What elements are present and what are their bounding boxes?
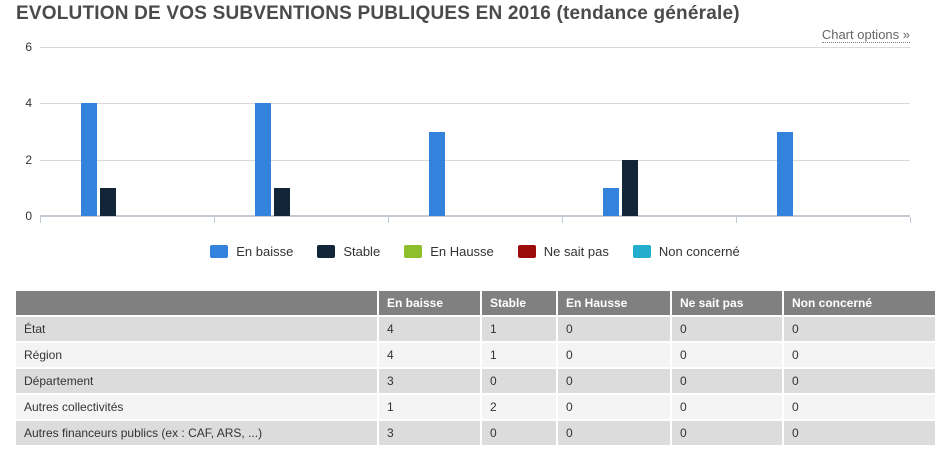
gridline [40, 47, 910, 48]
cell-value: 4 [379, 317, 480, 341]
cell-value: 1 [482, 317, 556, 341]
table-row-etat: État 4 1 0 0 0 [16, 317, 935, 341]
cell-value: 0 [482, 421, 556, 445]
cell-value: 0 [558, 343, 670, 367]
column-header-en-baisse: En baisse [379, 291, 480, 315]
bar-stable-etat [100, 188, 116, 216]
cell-value: 1 [379, 395, 480, 419]
legend-label: En Hausse [430, 244, 494, 259]
cell-value: 0 [558, 395, 670, 419]
table-row-region: Région 4 1 0 0 0 [16, 343, 935, 367]
y-axis-tick-label: 0 [25, 209, 32, 223]
bar-en-baisse-autres-financeurs-publics-ex-caf-ars [777, 132, 793, 216]
y-axis-tick-label: 6 [25, 40, 32, 54]
table-row-departement: Département 3 0 0 0 0 [16, 369, 935, 393]
row-label: Région [16, 343, 377, 367]
legend-swatch-ne-sait-pas [517, 245, 536, 258]
row-label: Autres collectivités [16, 395, 377, 419]
x-axis-line [40, 215, 910, 217]
column-header-non-concerne: Non concerné [784, 291, 935, 315]
cell-value: 2 [482, 395, 556, 419]
cell-value: 4 [379, 343, 480, 367]
cell-value: 0 [784, 421, 935, 445]
column-header-ne-sait-pas: Ne sait pas [672, 291, 782, 315]
cell-value: 1 [482, 343, 556, 367]
legend-swatch-en-hausse [404, 245, 423, 258]
cell-value: 0 [558, 421, 670, 445]
column-header-en-hausse: En Hausse [558, 291, 670, 315]
legend-item-non-concerne[interactable]: Non concerné [632, 244, 740, 259]
bar-chart-plot-area: 0 2 4 6 [25, 40, 911, 223]
table-row-autres-collectivites: Autres collectivités 1 2 0 0 0 [16, 395, 935, 419]
x-axis-tick [40, 217, 41, 223]
cell-value: 0 [672, 395, 782, 419]
chart-legend: En baisse Stable En Hausse Ne sait pas Non c… [40, 244, 910, 259]
results-table-body: État 4 1 0 0 0 Région 4 1 0 0 0 Département 3 0 0 0 0 Autr… [16, 317, 935, 445]
cell-value: 0 [672, 369, 782, 393]
x-axis-tick [562, 217, 563, 223]
cell-value: 0 [784, 317, 935, 341]
legend-item-stable[interactable]: Stable [317, 244, 380, 259]
cell-value: 0 [784, 369, 935, 393]
cell-value: 0 [672, 317, 782, 341]
row-label: État [16, 317, 377, 341]
bar-en-baisse-etat [81, 103, 97, 216]
x-axis-tick [736, 217, 737, 223]
table-row-autres-financeurs-publics-ex-caf-ars: Autres financeurs publics (ex : CAF, ARS… [16, 421, 935, 445]
legend-label: Non concerné [658, 244, 740, 259]
legend-label: Stable [343, 244, 381, 259]
bar-en-baisse-departement [429, 132, 445, 216]
cell-value: 3 [379, 369, 480, 393]
bar-en-baisse-autres-collectivites [603, 188, 619, 216]
bar-stable-region [274, 188, 290, 216]
bar-en-baisse-region [255, 103, 271, 216]
cell-value: 0 [784, 343, 935, 367]
cell-value: 0 [558, 317, 670, 341]
cell-value: 0 [672, 343, 782, 367]
bar-stable-autres-collectivites [622, 160, 638, 216]
y-axis-tick-label: 2 [25, 153, 32, 167]
cell-value: 0 [784, 395, 935, 419]
cell-value: 3 [379, 421, 480, 445]
results-table: En baisse Stable En Hausse Ne sait pas Non c… [14, 289, 937, 447]
column-header-empty [16, 291, 377, 315]
legend-item-en-baisse[interactable]: En baisse [210, 244, 293, 259]
results-table-header: En baisse Stable En Hausse Ne sait pas Non c… [16, 291, 935, 315]
legend-swatch-non-concerne [632, 245, 651, 258]
row-label: Autres financeurs publics (ex : CAF, ARS… [16, 421, 377, 445]
gridline [40, 103, 910, 104]
cell-value: 0 [558, 369, 670, 393]
gridline [40, 160, 910, 161]
column-header-stable: Stable [482, 291, 556, 315]
x-axis-tick [910, 217, 911, 223]
legend-swatch-en-baisse [210, 245, 229, 258]
legend-item-ne-sait-pas[interactable]: Ne sait pas [517, 244, 609, 259]
legend-item-en-hausse[interactable]: En Hausse [404, 244, 494, 259]
y-axis-tick-label: 4 [25, 96, 32, 110]
x-axis-tick [214, 217, 215, 223]
legend-label: En baisse [236, 244, 294, 259]
cell-value: 0 [672, 421, 782, 445]
chart-options-link[interactable]: Chart options » [821, 27, 910, 43]
chart-title: EVOLUTION DE VOS SUBVENTIONS PUBLIQUES E… [16, 3, 740, 24]
legend-swatch-stable [317, 245, 336, 258]
cell-value: 0 [482, 369, 556, 393]
legend-label: Ne sait pas [543, 244, 609, 259]
x-axis-tick [388, 217, 389, 223]
row-label: Département [16, 369, 377, 393]
